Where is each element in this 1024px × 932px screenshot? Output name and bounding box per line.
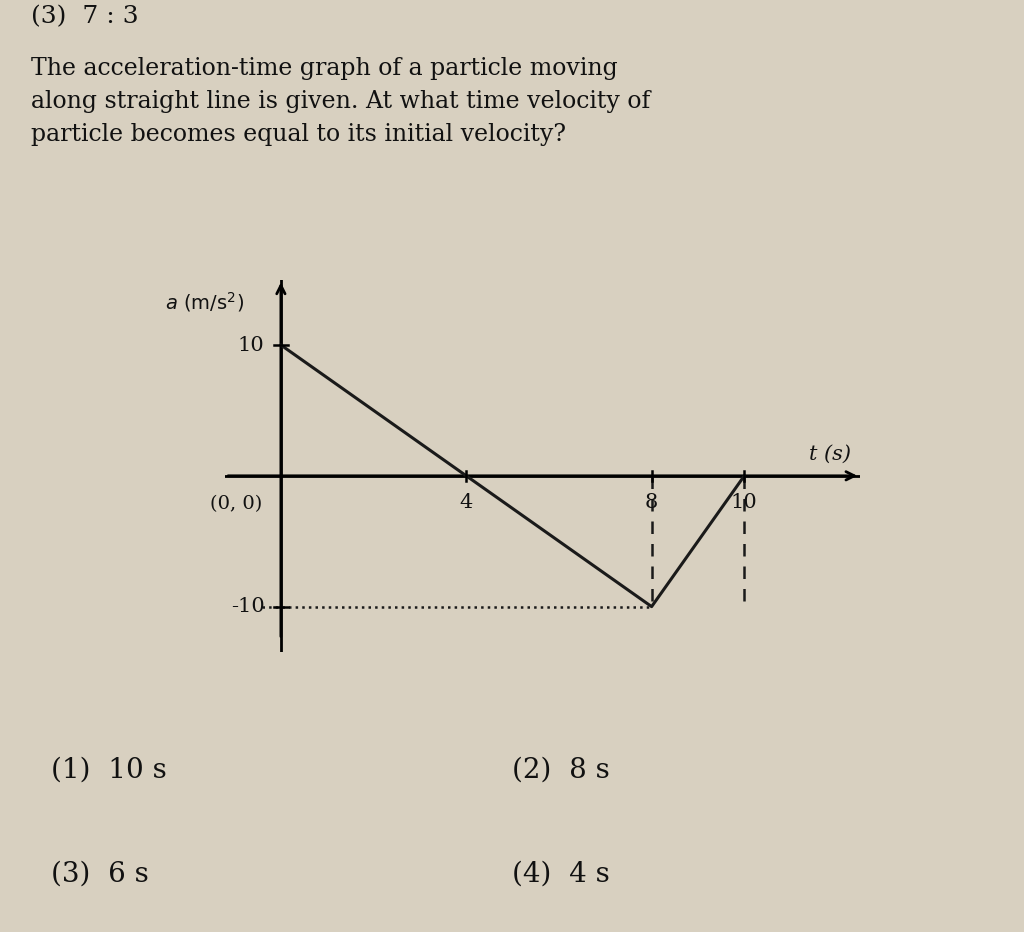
Text: -10: -10	[231, 597, 264, 616]
Text: (4)  4 s: (4) 4 s	[512, 861, 609, 888]
Text: t (s): t (s)	[809, 445, 851, 464]
Text: (3)  7 : 3: (3) 7 : 3	[31, 6, 138, 28]
Text: (2)  8 s: (2) 8 s	[512, 757, 609, 784]
Text: 4: 4	[460, 493, 473, 512]
Text: (3)  6 s: (3) 6 s	[51, 861, 148, 888]
Text: The acceleration-time graph of a particle moving
along straight line is given. A: The acceleration-time graph of a particl…	[31, 58, 650, 146]
Text: $a\ (\mathrm{m/s}^2)$: $a\ (\mathrm{m/s}^2)$	[165, 290, 244, 314]
Text: (1)  10 s: (1) 10 s	[51, 757, 167, 784]
Text: 8: 8	[645, 493, 658, 512]
Text: (0, 0): (0, 0)	[210, 496, 262, 514]
Text: 10: 10	[731, 493, 758, 512]
Text: 10: 10	[238, 336, 264, 354]
